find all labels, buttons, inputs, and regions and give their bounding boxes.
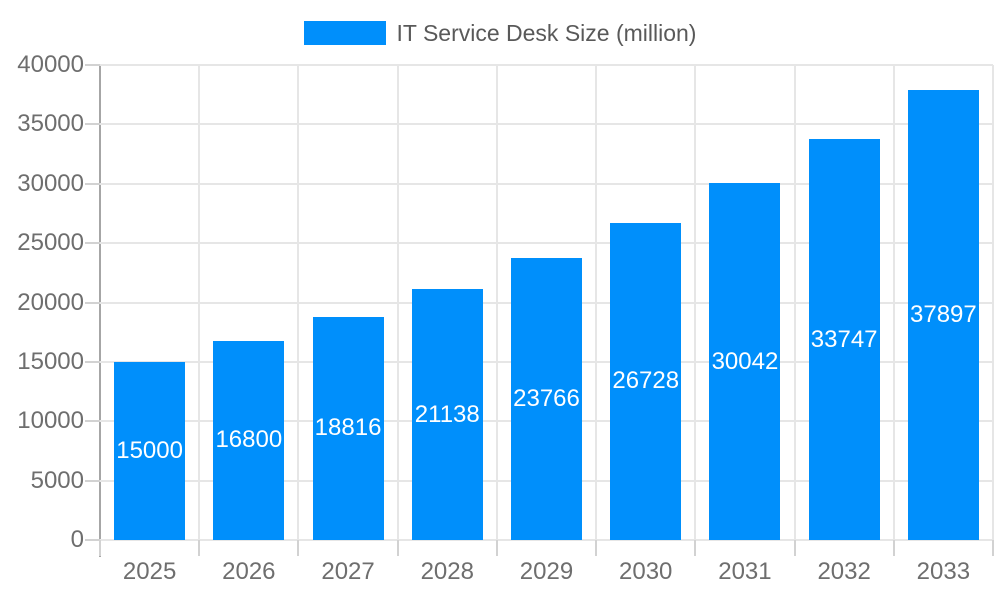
bar-value-label: 16800 bbox=[215, 426, 283, 454]
x-axis-tick bbox=[297, 540, 300, 556]
v-gridline bbox=[595, 65, 598, 540]
y-axis-label: 25000 bbox=[17, 229, 84, 257]
x-axis-tick bbox=[595, 540, 598, 556]
x-axis-tick bbox=[396, 540, 399, 556]
v-gridline bbox=[694, 65, 697, 540]
y-axis-label: 0 bbox=[70, 526, 84, 553]
legend[interactable]: IT Service Desk Size (million) bbox=[0, 18, 1000, 48]
bar-value-label: 26728 bbox=[612, 367, 680, 395]
x-axis-tick bbox=[495, 540, 498, 556]
bar-2032[interactable]: 33747 bbox=[808, 139, 880, 540]
bar-2030[interactable]: 26728 bbox=[610, 222, 682, 540]
y-axis-label: 10000 bbox=[17, 407, 84, 435]
v-gridline bbox=[198, 65, 201, 540]
x-axis-label: 2027 bbox=[321, 558, 375, 585]
y-axis-tick bbox=[85, 360, 100, 363]
bar-2028[interactable]: 21138 bbox=[411, 289, 483, 540]
y-axis-tick bbox=[85, 182, 100, 185]
h-gridline bbox=[100, 123, 993, 126]
x-axis-label: 2026 bbox=[222, 558, 276, 585]
y-axis-tick bbox=[85, 64, 100, 66]
x-axis-label: 2030 bbox=[619, 558, 673, 585]
bar-2025[interactable]: 15000 bbox=[114, 361, 186, 540]
y-axis-tick bbox=[85, 479, 100, 482]
x-axis-tick bbox=[694, 540, 697, 556]
bar-value-label: 37897 bbox=[910, 300, 977, 328]
plot-area: 15000 16800 18816 21138 23766 26728 30042 33747… bbox=[100, 64, 994, 541]
bar-value-label: 15000 bbox=[116, 436, 183, 464]
bar-value-label: 18816 bbox=[314, 414, 382, 442]
bar-2033[interactable]: 37897 bbox=[907, 89, 979, 540]
bar-value-label: 33747 bbox=[810, 325, 878, 353]
x-axis-tick bbox=[992, 540, 994, 556]
y-axis-label: 5000 bbox=[30, 466, 84, 494]
x-axis-label: 2028 bbox=[420, 558, 474, 585]
x-axis-label: 2025 bbox=[122, 558, 177, 585]
v-gridline bbox=[793, 65, 796, 540]
x-axis-label: 2032 bbox=[817, 558, 871, 585]
y-axis-tick bbox=[85, 242, 100, 245]
h-gridline bbox=[100, 64, 993, 66]
bar-value-label: 30042 bbox=[711, 347, 779, 375]
y-axis-label: 30000 bbox=[17, 169, 84, 197]
y-axis-tick bbox=[85, 301, 100, 304]
x-axis-label: 2031 bbox=[718, 558, 772, 585]
h-gridline bbox=[100, 539, 993, 541]
bar-2026[interactable]: 16800 bbox=[213, 340, 285, 540]
y-axis-label: 20000 bbox=[17, 288, 84, 316]
bar-2031[interactable]: 30042 bbox=[709, 183, 781, 540]
v-gridline bbox=[892, 65, 895, 540]
x-axis-tick bbox=[99, 540, 101, 556]
x-axis-label: 2033 bbox=[916, 558, 971, 585]
v-gridline bbox=[495, 65, 498, 540]
bar-2027[interactable]: 18816 bbox=[312, 316, 384, 540]
x-axis-tick bbox=[793, 540, 796, 556]
bar-value-label: 23766 bbox=[513, 384, 580, 412]
h-gridline bbox=[100, 182, 993, 185]
bar-2029[interactable]: 23766 bbox=[511, 257, 582, 540]
legend-label: IT Service Desk Size (million) bbox=[396, 20, 697, 46]
x-axis-tick bbox=[198, 540, 201, 556]
bar-value-label: 21138 bbox=[414, 400, 480, 428]
v-gridline bbox=[297, 65, 300, 540]
y-axis-tick bbox=[85, 539, 100, 541]
y-axis-label: 35000 bbox=[17, 110, 84, 138]
x-axis-label: 2029 bbox=[519, 558, 574, 585]
y-axis-label: 15000 bbox=[17, 347, 84, 375]
h-gridline bbox=[100, 242, 993, 245]
x-axis-tick bbox=[892, 540, 895, 556]
y-axis-line bbox=[99, 65, 101, 557]
y-axis-tick bbox=[85, 420, 100, 423]
v-gridline bbox=[992, 65, 994, 540]
y-axis-label: 40000 bbox=[17, 51, 84, 78]
y-axis-tick bbox=[85, 123, 100, 126]
v-gridline bbox=[396, 65, 399, 540]
legend-swatch-icon bbox=[303, 21, 386, 45]
